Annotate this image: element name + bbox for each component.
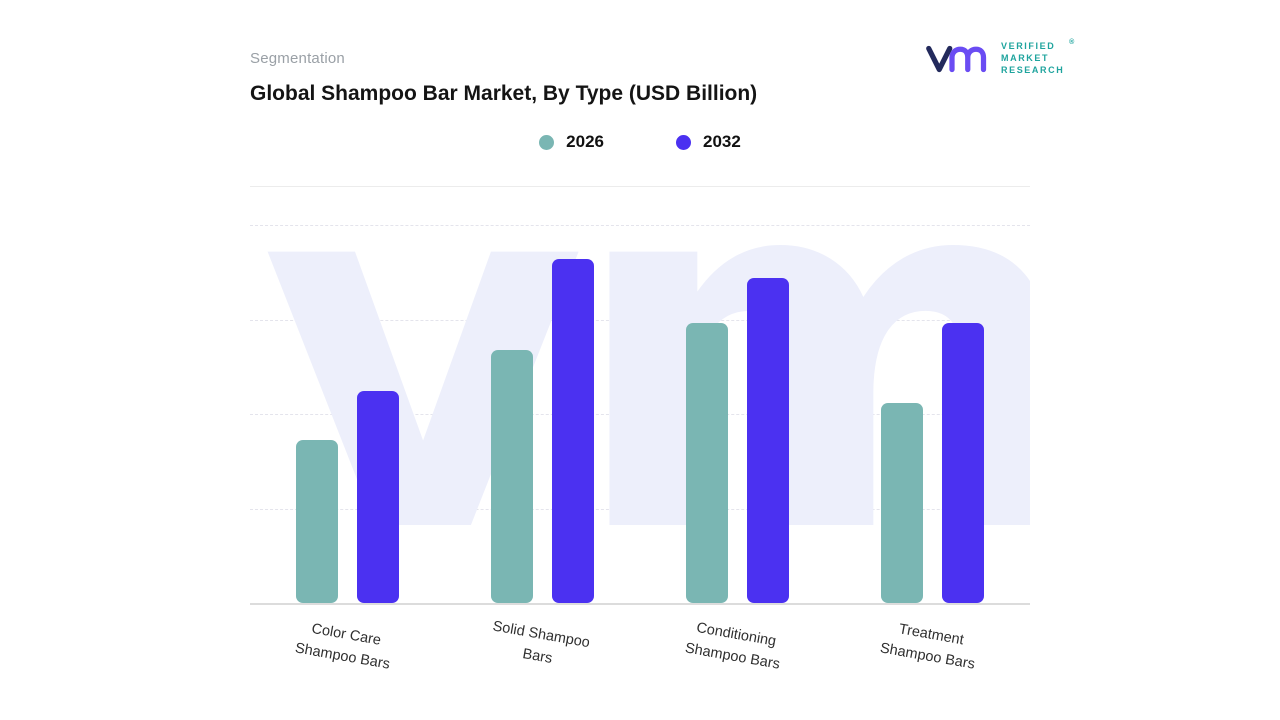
- vmr-logo-icon: [926, 45, 987, 73]
- brand-mark-m: [949, 46, 987, 73]
- segmentation-label: Segmentation: [250, 50, 345, 67]
- legend-item-2032: 2032: [676, 132, 741, 152]
- x-axis-label: Conditioning Shampoo Bars: [683, 619, 781, 673]
- chart-area: vm Color Care Shampoo Bars Solid Shampoo Ba…: [250, 225, 1030, 672]
- registered-trademark: ®: [1069, 39, 1075, 47]
- bar-2026: [881, 402, 923, 603]
- x-axis-label: Treatment Shampoo Bars: [878, 621, 976, 673]
- bar-group: Solid Shampoo Bars: [491, 225, 594, 667]
- legend-dot-2026: [539, 134, 555, 150]
- bar-2032: [942, 323, 984, 603]
- legend-label-2026: 2026: [566, 132, 604, 151]
- brand-name-line-2: MARKET: [1001, 53, 1050, 64]
- x-axis-label: Color Care Shampoo Bars: [293, 620, 391, 673]
- bar-2026: [491, 349, 533, 603]
- chart-title: Global Shampoo Bar Market, By Type (USD …: [250, 82, 758, 105]
- bar-group: Treatment Shampoo Bars: [878, 225, 984, 672]
- bar-2026: [296, 440, 338, 603]
- brand-name: ® VERIFIED MARKET RESEARCH: [1001, 39, 1074, 76]
- bar-2032: [552, 259, 594, 603]
- brand-mark-v: [926, 45, 953, 73]
- bar-2032: [747, 277, 789, 603]
- bar-2026: [686, 323, 728, 603]
- brand-logo: ® VERIFIED MARKET RESEARCH: [925, 39, 1074, 78]
- bar-group: Color Care Shampoo Bars: [293, 225, 399, 672]
- bar-2032: [357, 391, 399, 603]
- x-axis-label: Solid Shampoo Bars: [490, 618, 591, 667]
- legend-item-2026: 2026: [539, 132, 604, 152]
- brand-name-line-3: RESEARCH: [1001, 64, 1065, 75]
- header-divider: [250, 186, 1030, 187]
- legend-dot-2032: [676, 134, 691, 150]
- gridline: [250, 319, 1030, 321]
- legend-label-2032: 2032: [703, 132, 741, 151]
- gridline: [250, 414, 1030, 415]
- bar-groups: Color Care Shampoo Bars Solid Shampoo Bars C…: [250, 225, 1030, 672]
- chart-legend: 2026 2032: [250, 132, 1030, 152]
- gridline: [250, 508, 1030, 510]
- gridline: [250, 225, 1030, 226]
- bar-group: Conditioning Shampoo Bars: [683, 225, 789, 672]
- brand-name-line-1: VERIFIED: [1001, 41, 1056, 52]
